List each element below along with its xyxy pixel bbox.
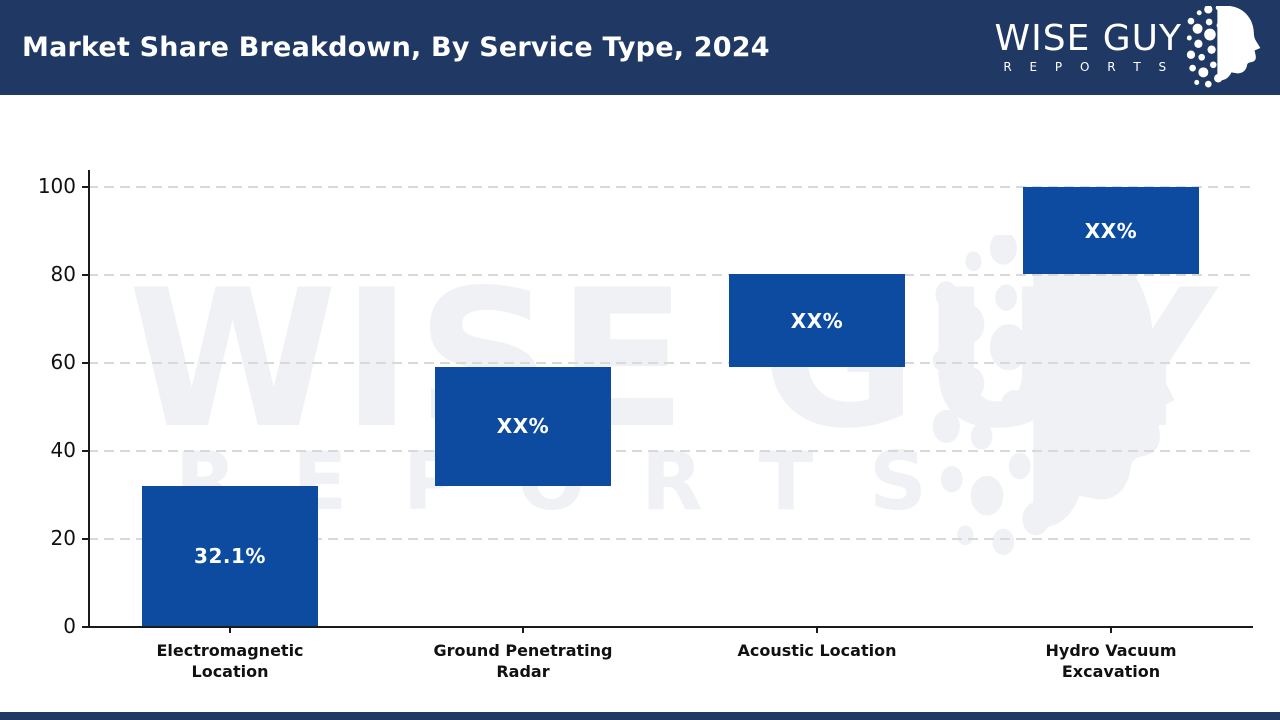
x-axis-category-label: Electromagnetic Location [156, 641, 304, 681]
logo-subtitle: R E P O R T S [1003, 60, 1174, 74]
bar-segment: XX% [435, 366, 611, 486]
bar-segment: 32.1% [142, 485, 318, 627]
x-axis-category-label: Hydro Vacuum Excavation [1045, 641, 1177, 681]
watermark-head-icon [932, 235, 1175, 556]
y-axis-tick [82, 538, 88, 540]
chart-title: Market Share Breakdown, By Service Type,… [22, 32, 770, 63]
gridline [88, 538, 1253, 540]
x-axis-tick [816, 627, 818, 633]
y-axis-tick [82, 186, 88, 188]
logo-wordmark: WISE GUY [994, 18, 1182, 59]
bar-value-label: XX% [1084, 218, 1138, 243]
x-axis-tick [522, 627, 524, 633]
wise-guy-logo: WISE GUY R E P O R T S [994, 5, 1263, 90]
y-axis-tick [82, 274, 88, 276]
y-axis-tick-label: 80 [50, 262, 76, 286]
y-axis-tick [82, 450, 88, 452]
x-axis-line [88, 626, 1253, 628]
footer-bar [0, 712, 1280, 720]
y-axis-line [88, 170, 90, 627]
x-axis-tick [229, 627, 231, 633]
gridline [88, 450, 1253, 452]
y-axis-tick [82, 362, 88, 364]
y-axis-tick-label: 20 [50, 526, 76, 550]
y-axis-tick [82, 626, 88, 628]
bar-segment: XX% [729, 274, 905, 367]
gridline [88, 274, 1253, 276]
dotted-head-logo-icon [1186, 5, 1261, 87]
y-axis-tick-label: 100 [37, 174, 76, 198]
y-axis-tick-label: 40 [50, 438, 76, 462]
logo-text: WISE GUY R E P O R T S [994, 18, 1183, 75]
x-axis-category-label: Ground Penetrating Radar [433, 641, 613, 681]
header-bar: Market Share Breakdown, By Service Type,… [0, 0, 1280, 95]
gridline [88, 362, 1253, 364]
bar-value-label: 32.1% [194, 544, 266, 569]
bar-segment: XX% [1023, 187, 1199, 275]
bar-value-label: XX% [496, 414, 550, 439]
gridline [88, 186, 1253, 188]
x-axis-category-label: Acoustic Location [737, 641, 897, 660]
y-axis-tick-label: 60 [50, 350, 76, 374]
x-axis-tick [1110, 627, 1112, 633]
bar-value-label: XX% [790, 308, 844, 333]
y-axis-tick-label: 0 [63, 614, 76, 638]
